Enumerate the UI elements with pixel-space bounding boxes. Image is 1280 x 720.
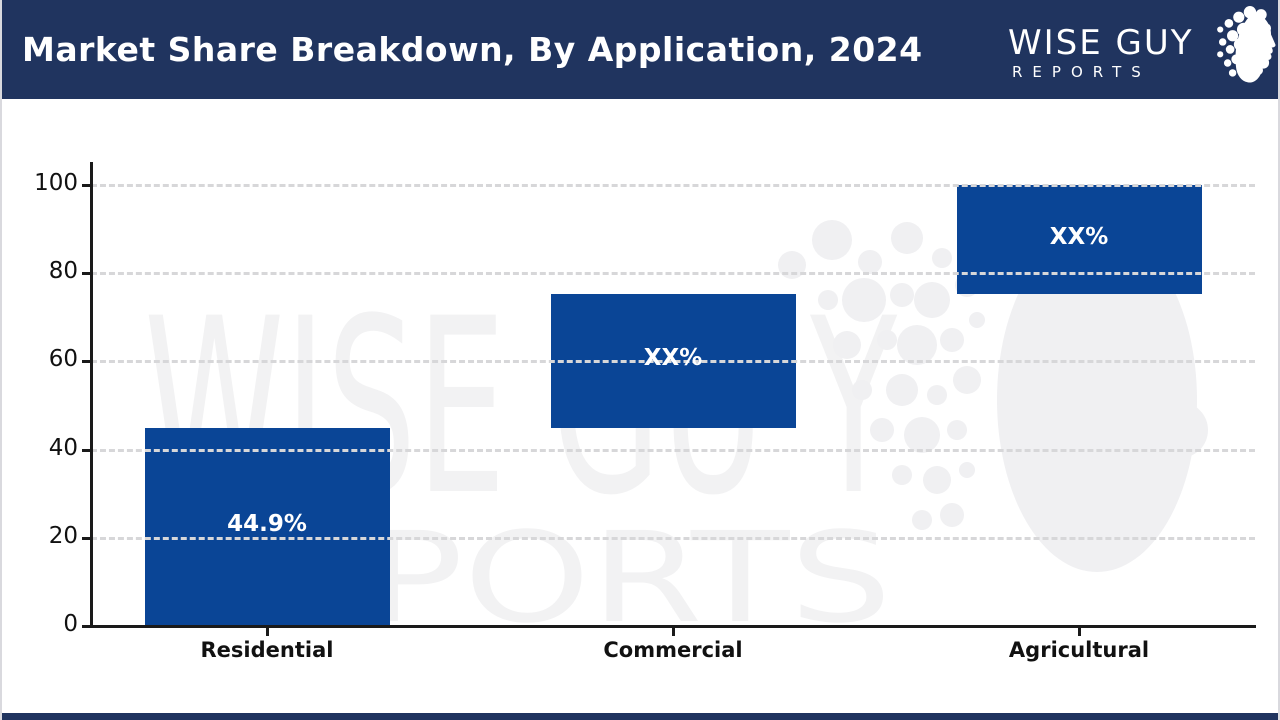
footer-bar (2, 713, 1278, 720)
x-axis-line (90, 625, 1256, 628)
bar-value-label-residential: 44.9% (227, 510, 307, 537)
y-tick-label-40: 40 (48, 434, 78, 461)
y-tick-mark-100 (82, 184, 90, 187)
y-tick-mark-80 (82, 272, 90, 276)
logo-head-icon (1217, 6, 1276, 83)
y-tick-mark-40 (82, 448, 90, 452)
logo-wordmark: WISE GUY (1008, 23, 1194, 63)
y-tick-label-0: 0 (63, 611, 78, 637)
chart-bar-residential (144, 427, 390, 626)
logo-subtitle: REPORTS (1012, 63, 1151, 81)
category-label-residential: Residential (200, 638, 334, 662)
chart-area: WISE GU Y REPORTS 0 20 40 60 80 100 44.9% Resid… (2, 99, 1278, 713)
category-label-agricultural: Agricultural (1008, 638, 1150, 662)
y-axis-line (90, 162, 93, 628)
y-tick-label-20: 20 (48, 522, 78, 549)
y-tick-label-60: 60 (48, 346, 78, 373)
y-tick-label-80: 80 (48, 258, 78, 285)
gridline-40 (91, 448, 1255, 452)
chart-bar-agricultural (956, 185, 1202, 295)
logo-text: WISE GUY REPORTS (1008, 26, 1194, 81)
gridline-100 (91, 184, 1255, 187)
y-tick-label-100: 100 (34, 170, 78, 196)
x-tick-mark-residential (266, 628, 269, 636)
category-label-commercial: Commercial (603, 638, 743, 662)
y-tick-mark-0 (82, 625, 90, 628)
gridline-80 (91, 272, 1255, 276)
page-title: Market Share Breakdown, By Application, … (22, 30, 923, 69)
bar-value-label-agricultural: XX% (1049, 223, 1109, 250)
watermark-head-dots (778, 220, 1208, 572)
gridline-60 (91, 360, 1255, 364)
wise-guy-reports-logo: WISE GUY REPORTS (1008, 4, 1276, 96)
y-tick-mark-20 (82, 536, 90, 540)
bar-value-label-commercial: XX% (643, 345, 703, 372)
header-banner: Market Share Breakdown, By Application, … (2, 0, 1278, 99)
gridline-20 (91, 536, 1255, 540)
x-tick-mark-agricultural (1078, 628, 1081, 636)
x-tick-mark-commercial (672, 628, 675, 636)
y-tick-mark-60 (82, 360, 90, 364)
